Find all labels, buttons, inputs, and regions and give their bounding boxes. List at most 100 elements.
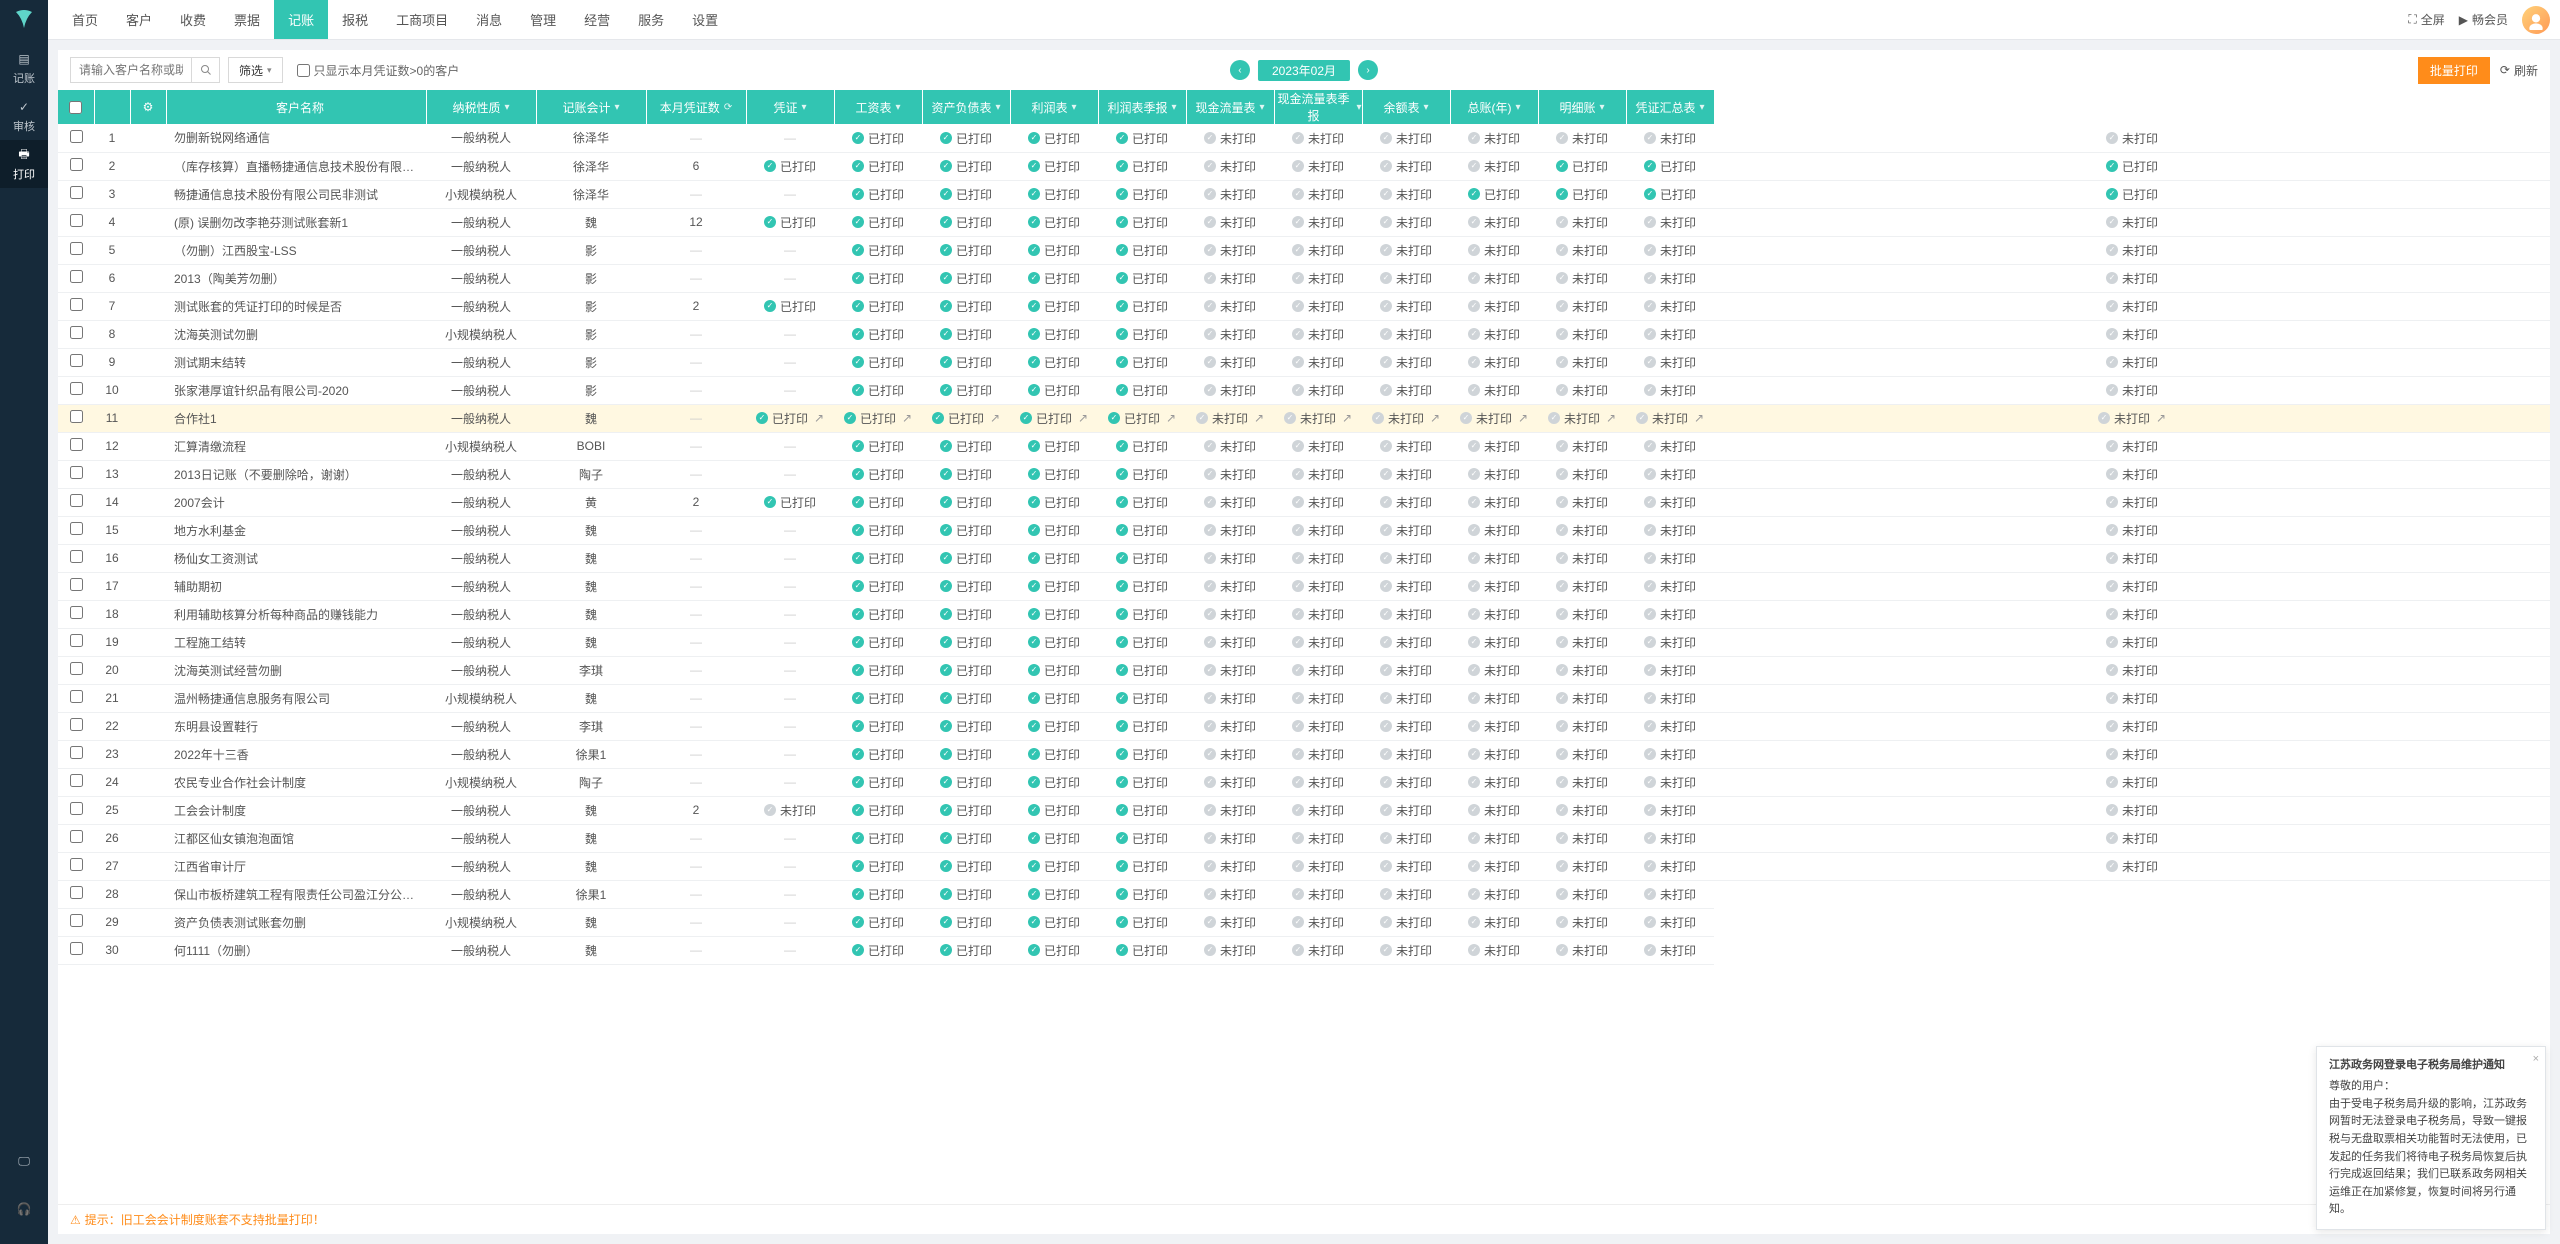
status-cell[interactable]: 未打印 — [1292, 438, 1344, 455]
customer-name[interactable]: 2022年十三香 — [166, 740, 426, 768]
topnav-tab-6[interactable]: 工商项目 — [382, 0, 462, 39]
col-header-c8[interactable]: 余额表▾ — [1362, 90, 1450, 124]
status-cell[interactable]: 已打印 — [940, 130, 992, 147]
status-cell[interactable]: 未打印 — [1380, 522, 1432, 539]
customer-name[interactable]: 杨仙女工资测试 — [166, 544, 426, 572]
table-row[interactable]: 62013（陶美芳勿删）一般纳税人影——已打印已打印已打印已打印未打印未打印未打… — [58, 264, 2550, 292]
filter-icon[interactable]: ▾ — [614, 102, 619, 113]
status-cell[interactable]: 未打印 — [1644, 298, 1696, 315]
filter-icon[interactable]: ▾ — [1423, 102, 1428, 113]
status-cell[interactable]: 已打印 — [940, 886, 992, 903]
row-checkbox[interactable] — [70, 746, 83, 759]
status-cell[interactable]: 已打印↗ — [756, 410, 824, 427]
row-checkbox[interactable] — [70, 466, 83, 479]
status-cell[interactable]: 未打印 — [1644, 858, 1696, 875]
status-cell[interactable]: 已打印 — [1028, 550, 1080, 567]
table-row[interactable]: 10张家港厚谊针织品有限公司-2020一般纳税人影——已打印已打印已打印已打印未… — [58, 376, 2550, 404]
status-cell[interactable]: 未打印 — [1468, 298, 1520, 315]
table-row[interactable]: 29资产负债表测试账套勿删小规模纳税人魏——已打印已打印已打印已打印未打印未打印… — [58, 908, 2550, 936]
status-cell[interactable]: 已打印 — [852, 242, 904, 259]
status-cell[interactable]: 未打印 — [1644, 690, 1696, 707]
col-header-c3[interactable]: 资产负债表▾ — [922, 90, 1010, 124]
status-cell[interactable]: 未打印 — [1292, 466, 1344, 483]
status-cell[interactable]: 已打印 — [1028, 270, 1080, 287]
status-cell[interactable]: 已打印 — [1116, 354, 1168, 371]
table-row[interactable]: 9测试期末结转一般纳税人影——已打印已打印已打印已打印未打印未打印未打印未打印未… — [58, 348, 2550, 376]
status-cell[interactable]: 未打印 — [1292, 214, 1344, 231]
status-cell[interactable]: 已打印 — [764, 214, 816, 231]
table-row[interactable]: 28保山市板桥建筑工程有限责任公司盈江分公司-2020(2022061…一般纳税… — [58, 880, 2550, 908]
status-cell[interactable]: 未打印 — [1468, 242, 1520, 259]
status-cell[interactable]: 已打印 — [1116, 242, 1168, 259]
status-cell[interactable]: 已打印 — [1116, 298, 1168, 315]
status-cell[interactable]: 未打印 — [2106, 466, 2158, 483]
status-cell[interactable]: 未打印 — [2106, 214, 2158, 231]
status-cell[interactable]: 未打印 — [1556, 718, 1608, 735]
status-cell[interactable]: 已打印 — [852, 606, 904, 623]
status-cell[interactable]: 已打印 — [940, 830, 992, 847]
status-cell[interactable]: 未打印 — [1468, 942, 1520, 959]
status-cell[interactable]: 已打印 — [852, 578, 904, 595]
customer-name[interactable]: 合作社1 — [166, 404, 426, 432]
col-header-c2[interactable]: 工资表▾ — [834, 90, 922, 124]
table-row[interactable]: 27江西省审计厅一般纳税人魏——已打印已打印已打印已打印未打印未打印未打印未打印… — [58, 852, 2550, 880]
col-header-c5[interactable]: 利润表季报▾ — [1098, 90, 1186, 124]
status-cell[interactable]: 未打印 — [1292, 774, 1344, 791]
open-icon[interactable]: ↗ — [1342, 411, 1352, 425]
status-cell[interactable]: 未打印 — [1644, 550, 1696, 567]
status-cell[interactable]: 已打印 — [940, 298, 992, 315]
status-cell[interactable]: 未打印 — [1644, 326, 1696, 343]
status-cell[interactable]: 已打印 — [1028, 326, 1080, 343]
status-cell[interactable]: 已打印↗ — [844, 410, 912, 427]
customer-name[interactable]: 东明县设置鞋行 — [166, 712, 426, 740]
status-cell[interactable]: 未打印 — [1204, 438, 1256, 455]
user-avatar[interactable] — [2522, 6, 2550, 34]
status-cell[interactable]: 未打印 — [1644, 634, 1696, 651]
status-cell[interactable]: 已打印 — [1116, 606, 1168, 623]
status-cell[interactable]: 未打印 — [2106, 662, 2158, 679]
status-cell[interactable]: 未打印 — [1380, 466, 1432, 483]
status-cell[interactable]: 未打印 — [1644, 774, 1696, 791]
status-cell[interactable]: 未打印 — [1292, 914, 1344, 931]
status-cell[interactable]: 未打印 — [1380, 578, 1432, 595]
status-cell[interactable]: 已打印 — [1116, 774, 1168, 791]
filter-icon[interactable]: ▾ — [1515, 102, 1520, 113]
status-cell[interactable]: 已打印 — [940, 270, 992, 287]
status-cell[interactable]: 未打印 — [1468, 830, 1520, 847]
status-cell[interactable]: 已打印 — [1028, 774, 1080, 791]
status-cell[interactable]: 未打印 — [1204, 634, 1256, 651]
status-cell[interactable]: 已打印 — [1028, 746, 1080, 763]
status-cell[interactable]: 未打印 — [1292, 634, 1344, 651]
status-cell[interactable]: 未打印 — [1204, 298, 1256, 315]
status-cell[interactable]: 未打印 — [1556, 830, 1608, 847]
status-cell[interactable]: 未打印 — [1468, 774, 1520, 791]
status-cell[interactable]: 已打印 — [852, 270, 904, 287]
topnav-tab-8[interactable]: 管理 — [516, 0, 570, 39]
status-cell[interactable]: 未打印↗ — [1196, 410, 1264, 427]
status-cell[interactable]: 未打印 — [1644, 270, 1696, 287]
status-cell[interactable]: 未打印 — [1556, 802, 1608, 819]
status-cell[interactable]: 未打印 — [2106, 746, 2158, 763]
row-checkbox[interactable] — [70, 326, 83, 339]
sidebar-bottom-monitor[interactable]: 🖵 — [0, 1138, 48, 1186]
status-cell[interactable]: 未打印 — [1204, 158, 1256, 175]
row-checkbox[interactable] — [70, 270, 83, 283]
open-icon[interactable]: ↗ — [990, 411, 1000, 425]
search-button[interactable] — [191, 58, 219, 82]
status-cell[interactable]: 未打印 — [1380, 494, 1432, 511]
status-cell[interactable]: 已打印 — [940, 690, 992, 707]
status-cell[interactable]: 未打印 — [1556, 354, 1608, 371]
notification-close[interactable]: × — [2533, 1051, 2539, 1069]
status-cell[interactable]: 未打印 — [2106, 550, 2158, 567]
customer-name[interactable]: 利用辅助核算分析每种商品的赚钱能力 — [166, 600, 426, 628]
status-cell[interactable]: 已打印 — [940, 858, 992, 875]
status-cell[interactable]: 未打印 — [1292, 830, 1344, 847]
status-cell[interactable]: 已打印 — [852, 186, 904, 203]
row-checkbox[interactable] — [70, 606, 83, 619]
status-cell[interactable]: 已打印 — [940, 774, 992, 791]
status-cell[interactable]: 未打印 — [1292, 130, 1344, 147]
row-checkbox[interactable] — [70, 886, 83, 899]
status-cell[interactable]: 未打印 — [1292, 802, 1344, 819]
status-cell[interactable]: 已打印 — [1028, 634, 1080, 651]
status-cell[interactable]: 未打印 — [1380, 886, 1432, 903]
